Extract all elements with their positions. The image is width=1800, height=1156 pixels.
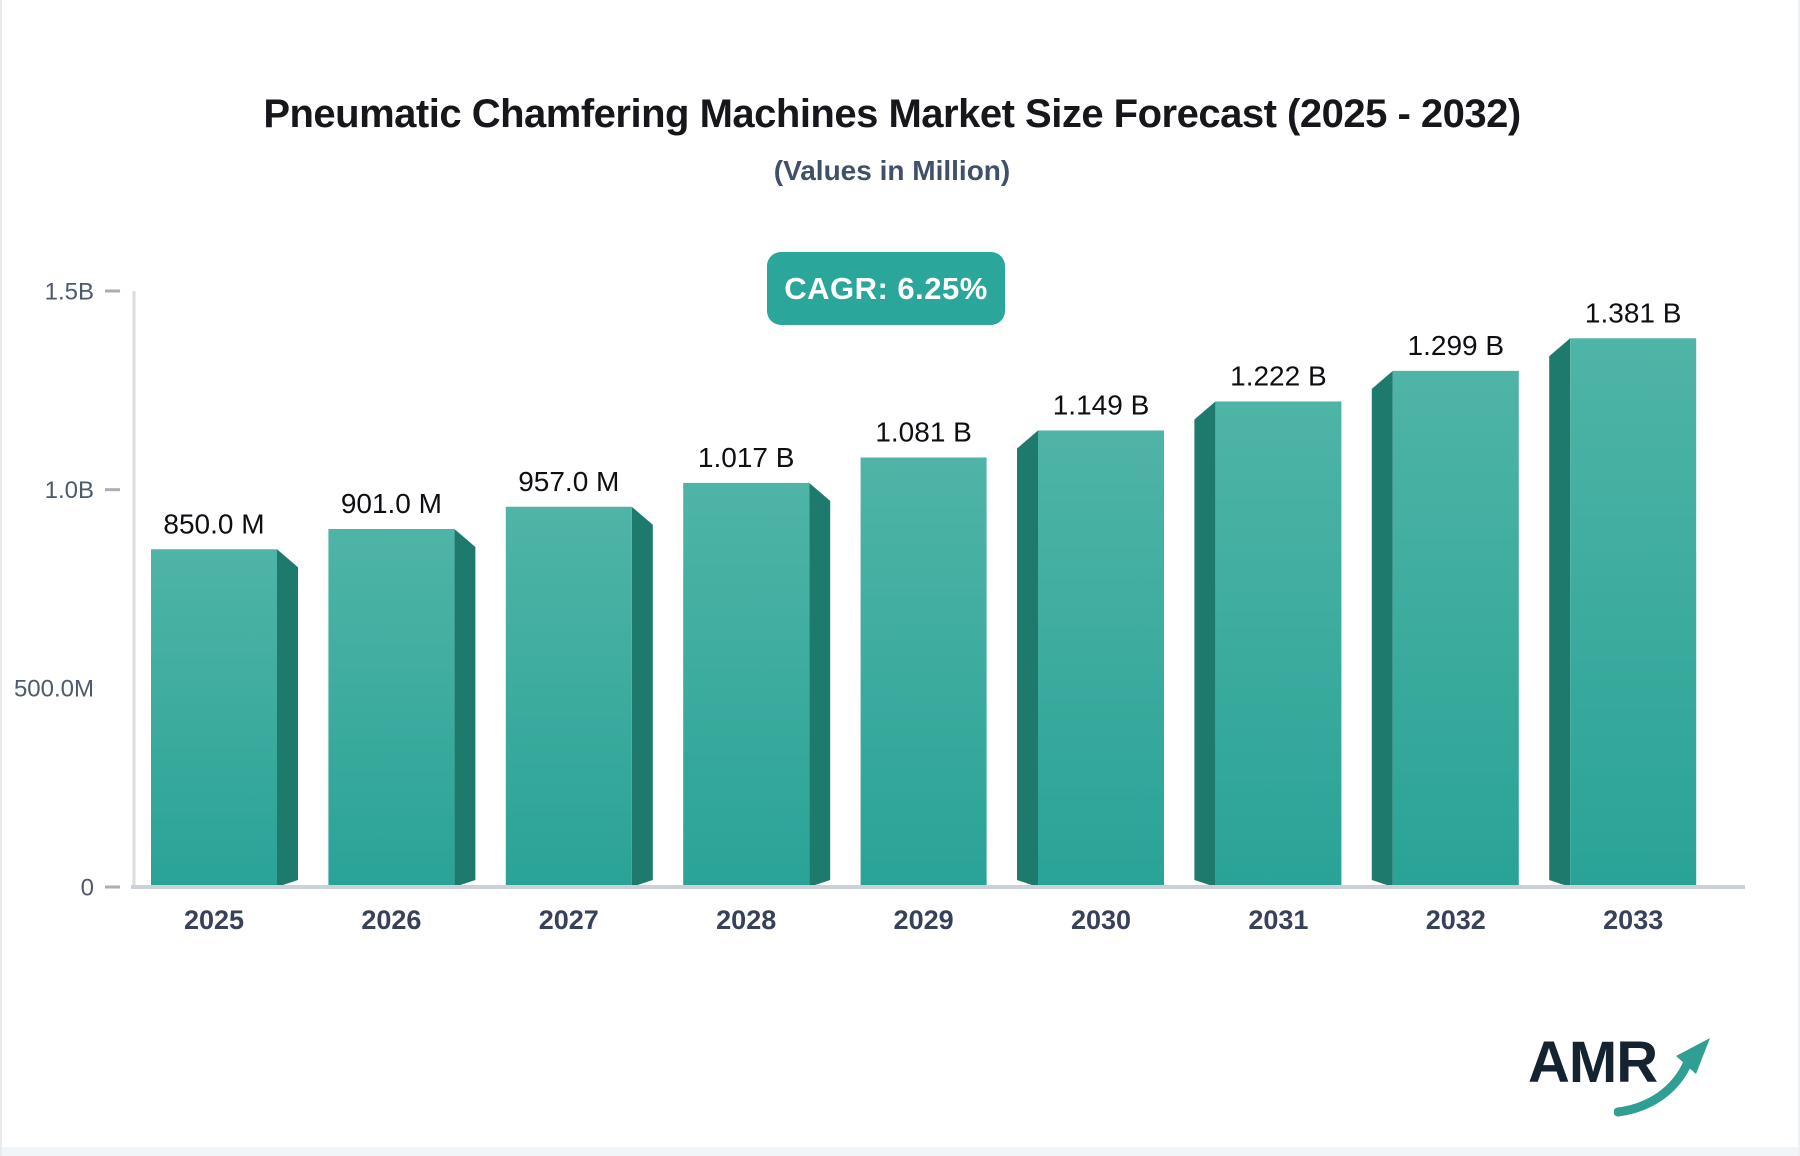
bar-side-face bbox=[1549, 338, 1571, 887]
x-axis-label-2031: 2031 bbox=[1248, 905, 1308, 935]
y-axis-tick-label-0: 0 bbox=[81, 874, 94, 901]
bar-side-face bbox=[1017, 430, 1038, 887]
bar-2029 bbox=[860, 457, 987, 887]
bar-group-2030: 1.149 B 2030 bbox=[1017, 389, 1164, 935]
x-axis-label-2033: 2033 bbox=[1603, 905, 1663, 935]
amr-logo-text: AMR bbox=[1528, 1030, 1658, 1095]
bar-value-label-2026: 901.0 M bbox=[341, 488, 442, 519]
x-axis-label-2029: 2029 bbox=[894, 905, 954, 935]
x-axis-label-2028: 2028 bbox=[716, 905, 776, 935]
bar-side-face bbox=[631, 506, 653, 887]
bar-side-face bbox=[1194, 401, 1216, 887]
page-bottom-strip bbox=[2, 1147, 1798, 1156]
bar-value-label-2033: 1.381 B bbox=[1585, 297, 1682, 328]
y-axis-tick-label-1.5B: 1.5B bbox=[45, 278, 94, 305]
bar-value-label-2032: 1.299 B bbox=[1408, 330, 1505, 361]
bar-2027 bbox=[505, 506, 632, 887]
bar-side-face bbox=[277, 549, 298, 887]
bar-2030 bbox=[1038, 430, 1164, 887]
x-axis-label-2027: 2027 bbox=[539, 905, 599, 935]
bar-group-2033: 1.381 B 2033 bbox=[1549, 297, 1697, 935]
cagr-badge: CAGR: 6.25% bbox=[767, 252, 1005, 325]
chart-title: Pneumatic Chamfering Machines Market Siz… bbox=[263, 92, 1521, 136]
bar-group-2027: 957.0 M 2027 bbox=[505, 466, 653, 935]
bar-group-2028: 1.017 B 2028 bbox=[683, 442, 831, 935]
bar-value-label-2030: 1.149 B bbox=[1053, 389, 1150, 420]
x-axis-label-2030: 2030 bbox=[1071, 905, 1131, 935]
cagr-badge-label: CAGR: 6.25% bbox=[784, 270, 988, 306]
bar-group-2026: 901.0 M 2026 bbox=[328, 488, 476, 935]
bar-2033 bbox=[1570, 338, 1697, 887]
bar-group-2029: 1.081 B 2029 bbox=[860, 416, 987, 935]
bar-2032 bbox=[1392, 370, 1519, 887]
bar-2026 bbox=[328, 529, 455, 887]
chart-subtitle: (Values in Million) bbox=[773, 155, 1011, 186]
y-axis-tick-label-1.0B: 1.0B bbox=[45, 477, 94, 504]
x-axis-label-2032: 2032 bbox=[1426, 905, 1486, 935]
bar-side-face bbox=[454, 529, 476, 887]
bar-side-face bbox=[809, 482, 831, 887]
bar-value-label-2027: 957.0 M bbox=[518, 466, 619, 497]
bar-2025 bbox=[151, 549, 277, 887]
amr-logo: AMR bbox=[1528, 1034, 1738, 1124]
bar-side-face bbox=[1371, 370, 1393, 887]
x-axis-label-2026: 2026 bbox=[361, 905, 421, 935]
bar-group-2032: 1.299 B 2032 bbox=[1371, 330, 1519, 935]
bar-2031 bbox=[1215, 401, 1342, 887]
bar-value-label-2029: 1.081 B bbox=[875, 416, 972, 447]
growth-arrow-icon bbox=[1614, 1038, 1710, 1117]
bar-value-label-2031: 1.222 B bbox=[1230, 360, 1327, 391]
bar-group-2031: 1.222 B 2031 bbox=[1194, 360, 1342, 935]
bar-value-label-2025: 850.0 M bbox=[163, 508, 264, 539]
x-axis-label-2025: 2025 bbox=[184, 905, 244, 935]
bar-value-label-2028: 1.017 B bbox=[698, 442, 795, 473]
y-axis-tick-label-500.0M: 500.0M bbox=[14, 676, 94, 703]
bar-group-2025: 850.0 M 2025 bbox=[151, 508, 298, 935]
bar-2028 bbox=[683, 482, 810, 887]
